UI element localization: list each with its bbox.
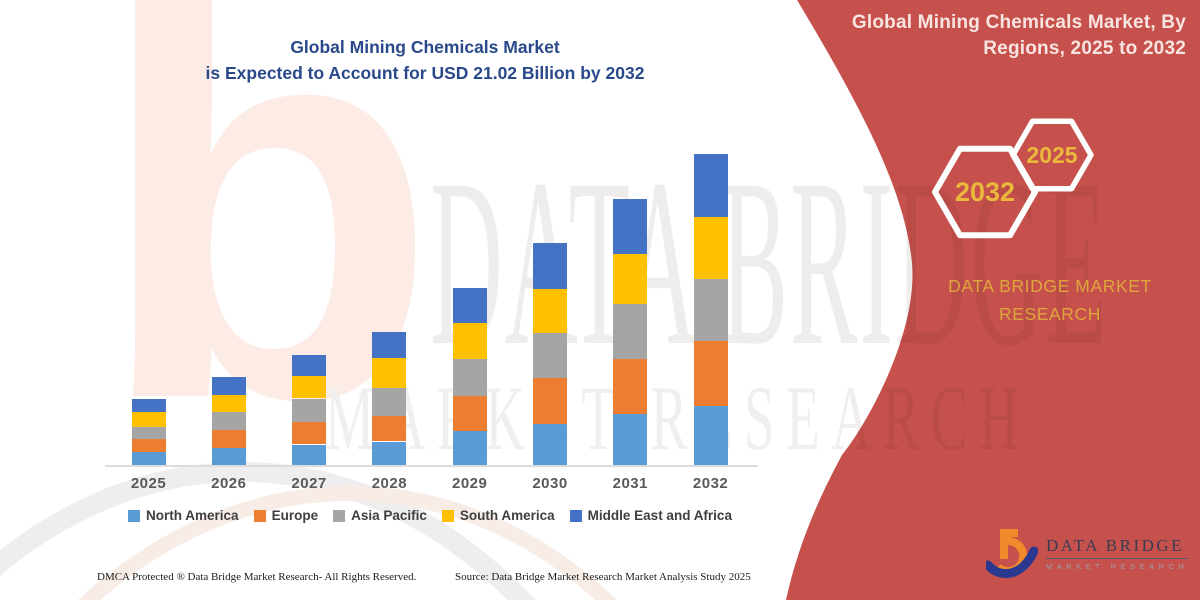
legend-swatch-icon	[253, 509, 266, 522]
bar-segment-2026-middle-east-and-africa	[211, 376, 246, 395]
bar-segment-2028-europe	[372, 416, 407, 442]
logo-subtitle: MARKET RESEARCH	[1046, 561, 1189, 571]
bar-segment-2031-north-america	[613, 414, 648, 466]
legend-item-middle-east-and-africa: Middle East and Africa	[569, 508, 732, 523]
x-axis-line	[105, 465, 758, 467]
logo-name: DATA BRIDGE	[1046, 536, 1189, 559]
x-axis-label-2029: 2029	[452, 475, 488, 492]
legend-label: South America	[459, 508, 555, 523]
bar-segment-2026-south-america	[211, 394, 246, 412]
legend-swatch-icon	[333, 509, 346, 522]
bar-segment-2027-europe	[292, 422, 327, 445]
data-bridge-logo-icon	[986, 529, 1038, 578]
bar-segment-2029-middle-east-and-africa	[452, 287, 487, 323]
chart-title-line2: is Expected to Account for USD 21.02 Bil…	[205, 63, 645, 84]
bar-segment-2025-north-america	[131, 451, 166, 466]
bar-segment-2032-south-america	[693, 217, 728, 280]
source-note: Source: Data Bridge Market Research Mark…	[455, 571, 751, 583]
bar-segment-2031-middle-east-and-africa	[613, 198, 648, 254]
bar-segment-2028-asia-pacific	[372, 388, 407, 417]
bar-segment-2025-middle-east-and-africa	[131, 399, 166, 412]
bar-segment-2026-north-america	[211, 448, 246, 466]
x-axis-label-2025: 2025	[130, 475, 167, 492]
bar-segment-2027-asia-pacific	[292, 398, 327, 423]
bar-segment-2029-north-america	[452, 431, 487, 466]
bar-segment-2025-asia-pacific	[131, 426, 166, 439]
bar-segment-2030-middle-east-and-africa	[533, 243, 567, 290]
bar-segment-2031-south-america	[613, 253, 648, 305]
x-axis-label-2031: 2031	[612, 475, 648, 492]
bar-segment-2030-south-america	[533, 289, 567, 334]
chart-title: Global Mining Chemicals Market is Expect…	[100, 34, 750, 87]
bar-segment-2032-middle-east-and-africa	[693, 154, 728, 218]
bar-segment-2028-south-america	[372, 358, 407, 389]
hexagon-2032	[932, 145, 1038, 239]
bar-segment-2026-asia-pacific	[211, 411, 246, 431]
data-bridge-logo: DATA BRIDGE MARKET RESEARCH	[986, 522, 1192, 584]
legend-label: Asia Pacific	[351, 508, 427, 523]
bar-segment-2027-north-america	[292, 444, 327, 466]
bar-segment-2032-asia-pacific	[693, 279, 728, 342]
bar-segment-2027-middle-east-and-africa	[292, 354, 327, 377]
dmca-note: DMCA Protected ® Data Bridge Market Rese…	[97, 571, 417, 583]
red-panel-shape	[786, 0, 1200, 600]
hexagon-badges: 2025 2032	[932, 118, 1094, 239]
legend-item-europe: Europe	[253, 508, 319, 523]
hexagon-2025-label: 2025	[1026, 142, 1077, 168]
panel-title: Global Mining Chemicals Market, By Regio…	[851, 12, 1186, 59]
bar-segment-2032-europe	[693, 341, 728, 406]
legend-label: North America	[146, 508, 239, 523]
bar-segment-2028-north-america	[372, 441, 407, 466]
bar-segment-2030-north-america	[533, 423, 567, 466]
legend-item-south-america: South America	[441, 508, 555, 523]
brand-line-1: DATA BRIDGE MARKET	[948, 276, 1152, 296]
bar-segment-2027-south-america	[292, 376, 327, 399]
chart-title-line1: Global Mining Chemicals Market	[290, 37, 560, 57]
hexagon-2032-label: 2032	[955, 177, 1015, 207]
bar-segment-2026-europe	[211, 430, 246, 449]
x-axis-label-2028: 2028	[371, 475, 408, 492]
legend-label: Middle East and Africa	[587, 508, 732, 523]
x-axis-label-2030: 2030	[532, 475, 568, 492]
bar-segment-2029-south-america	[452, 322, 487, 360]
legend-item-north-america: North America	[128, 508, 239, 523]
legend-swatch-icon	[441, 509, 454, 522]
legend-label: Europe	[271, 508, 319, 523]
bar-segment-2029-europe	[452, 396, 487, 432]
legend-swatch-icon	[128, 509, 141, 522]
bar-segment-2032-north-america	[693, 405, 728, 466]
chart-legend: North America Europe Asia Pacific South Ame…	[85, 508, 775, 523]
bar-segment-2025-europe	[131, 438, 166, 452]
legend-swatch-icon	[569, 509, 582, 522]
bar-segment-2031-asia-pacific	[613, 304, 648, 360]
bar-segment-2030-asia-pacific	[533, 333, 567, 378]
x-axis-label-2026: 2026	[211, 475, 247, 492]
bar-segment-2025-south-america	[131, 411, 166, 427]
x-axis-label-2032: 2032	[692, 475, 729, 492]
bar-segment-2028-middle-east-and-africa	[372, 332, 407, 359]
brand-lockup: DATA BRIDGE MARKET RESEARCH	[928, 272, 1172, 328]
brand-line-2: RESEARCH	[998, 304, 1102, 324]
bar-segment-2030-europe	[533, 377, 567, 424]
bar-segment-2029-asia-pacific	[452, 359, 487, 397]
bar-segment-2031-europe	[613, 359, 648, 414]
legend-item-asia-pacific: Asia Pacific	[333, 508, 427, 523]
x-axis-label-2027: 2027	[291, 475, 327, 492]
